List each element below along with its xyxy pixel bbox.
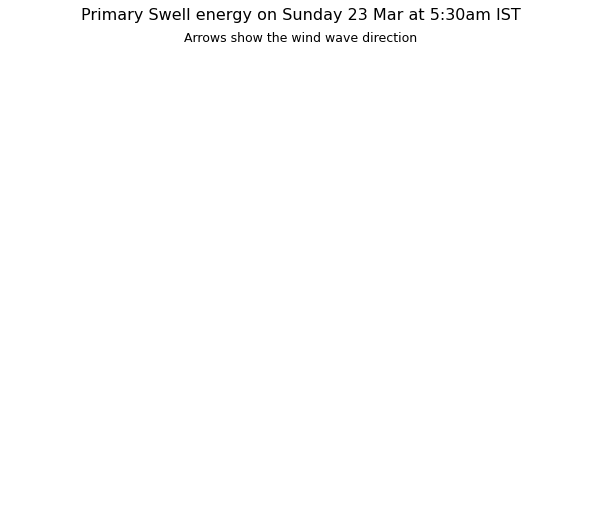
Text: Arrows show the wind wave direction: Arrows show the wind wave direction xyxy=(184,32,417,45)
Text: Primary Swell energy on Sunday 23 Mar at 5:30am IST: Primary Swell energy on Sunday 23 Mar at… xyxy=(81,8,520,23)
